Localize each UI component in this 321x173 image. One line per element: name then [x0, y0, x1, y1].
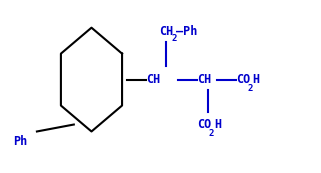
Text: CH: CH — [146, 73, 160, 86]
Text: CO: CO — [197, 118, 212, 131]
Text: 2: 2 — [209, 129, 214, 138]
Text: CH: CH — [197, 73, 212, 86]
Text: 2: 2 — [171, 34, 177, 43]
Text: 2: 2 — [247, 84, 253, 93]
Text: Ph: Ph — [13, 135, 27, 148]
Text: —Ph: —Ph — [176, 25, 197, 38]
Text: CH: CH — [159, 25, 173, 38]
Text: H: H — [252, 73, 259, 86]
Text: CO: CO — [236, 73, 250, 86]
Text: H: H — [214, 118, 221, 131]
